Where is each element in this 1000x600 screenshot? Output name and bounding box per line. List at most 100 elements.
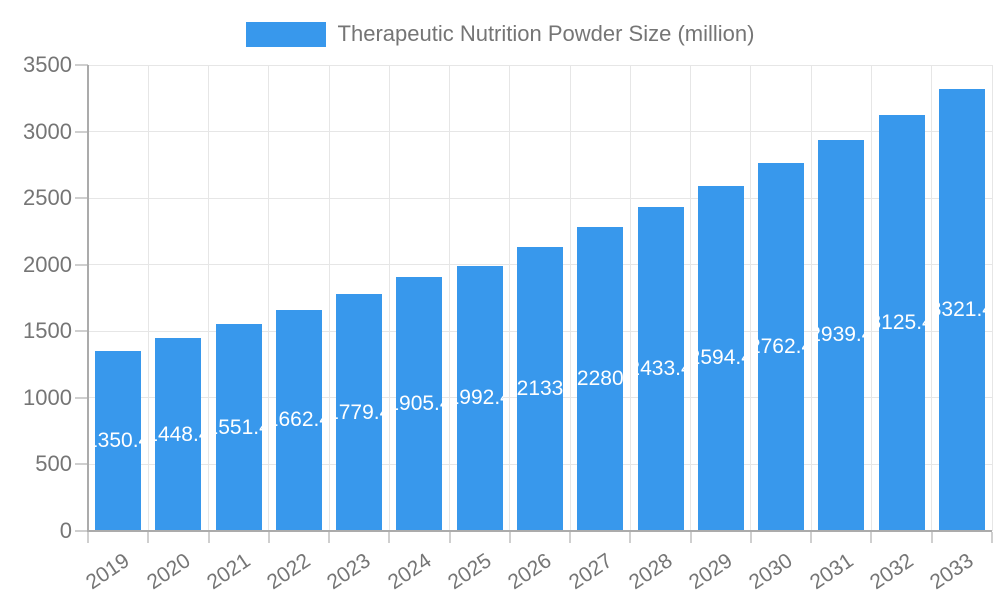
x-axis-label: 2020: [142, 549, 195, 595]
bar-value-label: 2433.4: [638, 357, 684, 380]
bar-value-label: 3125.4: [879, 310, 925, 334]
bar-value-label: 2594.4: [698, 346, 744, 370]
x-tick: [448, 532, 451, 543]
bar[interactable]: 1448.4: [155, 338, 202, 531]
x-axis-label: 2032: [865, 549, 918, 595]
x-gridline: [268, 65, 270, 531]
x-axis-label: 2021: [202, 549, 255, 595]
x-gridline: [810, 65, 812, 531]
y-tick: [75, 396, 88, 399]
y-tick-label: 500: [35, 451, 72, 477]
y-tick-label: 3000: [23, 118, 72, 144]
x-tick: [207, 532, 210, 543]
legend[interactable]: Therapeutic Nutrition Powder Size (milli…: [0, 18, 1000, 50]
x-tick: [870, 532, 873, 543]
x-gridline: [750, 65, 752, 531]
bar-value-label: 1350.4: [95, 429, 141, 453]
x-gridline: [147, 65, 149, 531]
bar[interactable]: 1350.4: [95, 351, 142, 531]
x-tick: [689, 532, 692, 543]
plot-area: 1350.4 1448.4 1551.4 1662.4 1779.4 1905.4 1992…: [88, 64, 993, 531]
x-axis-label: 2031: [805, 549, 858, 595]
x-axis-label: 2023: [323, 549, 376, 595]
x-axis-label: 2024: [383, 549, 436, 595]
x-gridline: [509, 65, 511, 531]
y-tick: [75, 130, 88, 133]
y-tick-label: 0: [59, 518, 72, 543]
bar-value-label: 3321.4: [939, 297, 985, 321]
bar-value-label: 1551.4: [216, 415, 262, 439]
bar-value-label: 2939.4: [818, 323, 864, 347]
bar[interactable]: 1779.4: [336, 294, 383, 531]
bar[interactable]: 1992.4: [456, 265, 503, 531]
x-tick: [267, 532, 270, 543]
bar[interactable]: 1905.4: [396, 277, 443, 531]
x-tick: [810, 532, 813, 543]
y-gridline: [88, 131, 992, 133]
x-gridline: [569, 65, 571, 531]
bar[interactable]: 2280: [577, 227, 624, 531]
x-tick: [930, 532, 933, 543]
x-gridline: [870, 65, 872, 531]
y-tick-label: 3500: [23, 52, 72, 77]
x-tick: [147, 532, 150, 543]
x-tick: [328, 532, 331, 543]
y-tick: [75, 64, 88, 66]
y-tick-label: 2000: [23, 251, 72, 277]
y-axis-line: [87, 65, 89, 532]
bar-value-label: 2133: [517, 377, 563, 400]
x-axis-label: 2030: [745, 549, 797, 595]
x-axis-label: 2029: [685, 549, 737, 595]
x-gridline: [449, 65, 451, 531]
x-gridline: [328, 65, 330, 531]
x-axis-line: [87, 530, 992, 532]
y-tick: [75, 530, 88, 532]
x-tick: [87, 532, 89, 543]
x-axis-label: 2027: [564, 549, 617, 595]
x-tick: [508, 532, 511, 543]
y-gridline: [88, 64, 992, 66]
x-axis-label: 2025: [444, 549, 496, 595]
x-axis-label: 2028: [624, 549, 677, 595]
y-tick-label: 1000: [23, 384, 72, 410]
legend-swatch-icon: [245, 21, 326, 47]
x-tick: [569, 532, 572, 543]
x-gridline: [690, 65, 692, 531]
x-gridline: [991, 65, 993, 531]
bar[interactable]: 2762.4: [758, 163, 805, 531]
x-gridline: [388, 65, 390, 531]
bar-value-label: 1992.4: [457, 386, 503, 410]
x-axis-label: 2026: [504, 549, 556, 595]
y-tick: [75, 197, 88, 200]
x-tick: [629, 532, 632, 543]
bar-value-label: 1448.4: [155, 422, 201, 446]
bar-value-label: 1779.4: [336, 400, 382, 424]
x-tick: [991, 532, 993, 543]
legend-label: Therapeutic Nutrition Powder Size (milli…: [337, 21, 755, 46]
bar-value-label: 2762.4: [758, 335, 804, 359]
y-gridline: [88, 197, 992, 199]
x-gridline: [208, 65, 210, 531]
bar[interactable]: 2939.4: [818, 139, 865, 531]
y-tick-label: 2500: [23, 185, 72, 211]
y-tick-label: 1500: [23, 318, 72, 344]
bar[interactable]: 3125.4: [878, 114, 925, 531]
bar[interactable]: 1662.4: [275, 309, 322, 531]
bar-value-label: 2280: [577, 367, 624, 391]
y-tick: [75, 463, 88, 466]
bar[interactable]: 2594.4: [697, 185, 744, 531]
bar[interactable]: 3321.4: [938, 88, 985, 531]
x-axis-label: 2019: [82, 549, 135, 595]
x-axis-label: 2022: [263, 549, 315, 595]
bar[interactable]: 2433.4: [637, 207, 684, 531]
bar-value-label: 1662.4: [276, 408, 322, 432]
bar[interactable]: 1551.4: [215, 324, 262, 531]
x-axis-label: 2033: [926, 549, 978, 595]
x-gridline: [629, 65, 631, 531]
y-tick: [75, 263, 88, 266]
x-tick: [388, 532, 391, 543]
x-tick: [749, 532, 752, 543]
bar[interactable]: 2133: [517, 247, 563, 531]
y-tick: [75, 330, 88, 333]
